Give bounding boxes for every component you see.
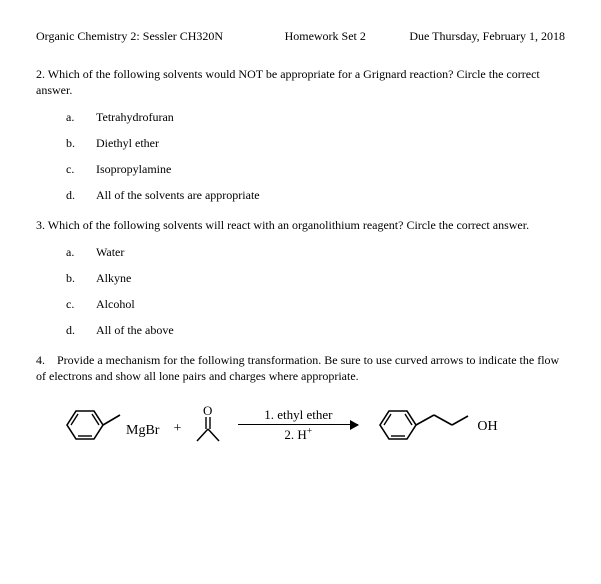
- q4: 4. Provide a mechanism for the following…: [36, 352, 565, 446]
- phenethanol-icon: [371, 403, 479, 447]
- condition-1: 1. ethyl ether: [264, 406, 332, 424]
- q2-prompt: 2. Which of the following solvents would…: [36, 66, 565, 98]
- choice-letter: d.: [66, 187, 96, 203]
- mgbr-label: MgBr: [126, 422, 159, 441]
- q3-choice-b: b. Alkyne: [66, 270, 565, 286]
- product-alcohol: OH: [371, 403, 499, 447]
- benzyl-grignard: MgBr: [58, 403, 163, 447]
- q2-choice-d: d. All of the solvents are appropriate: [66, 187, 565, 203]
- choice-text: Isopropylamine: [96, 161, 171, 177]
- homework-title: Homework Set 2: [285, 28, 366, 44]
- q4-prompt: 4. Provide a mechanism for the following…: [36, 352, 565, 384]
- choice-text: All of the above: [96, 322, 174, 338]
- arrow-line-icon: [238, 424, 358, 425]
- course-title: Organic Chemistry 2: Sessler CH320N: [36, 28, 223, 44]
- formaldehyde-icon: O: [191, 403, 225, 447]
- phenyl-ch2-icon: [58, 403, 130, 447]
- plus-sign: +: [173, 420, 181, 447]
- choice-letter: b.: [66, 135, 96, 151]
- choice-text: Alcohol: [96, 296, 135, 312]
- choice-text: Diethyl ether: [96, 135, 159, 151]
- svg-text:O: O: [203, 403, 212, 418]
- condition-2-sup: +: [307, 426, 313, 437]
- choice-letter: a.: [66, 244, 96, 260]
- q2-choices: a. Tetrahydrofuran b. Diethyl ether c. I…: [66, 109, 565, 204]
- choice-letter: c.: [66, 296, 96, 312]
- choice-letter: b.: [66, 270, 96, 286]
- choice-text: Alkyne: [96, 270, 131, 286]
- q2-choice-c: c. Isopropylamine: [66, 161, 565, 177]
- q3-choices: a. Water b. Alkyne c. Alcohol d. All of …: [66, 244, 565, 339]
- q3-choice-a: a. Water: [66, 244, 565, 260]
- q2-choice-b: b. Diethyl ether: [66, 135, 565, 151]
- choice-text: All of the solvents are appropriate: [96, 187, 260, 203]
- choice-letter: c.: [66, 161, 96, 177]
- q3-prompt: 3. Which of the following solvents will …: [36, 217, 565, 233]
- q3-choice-c: c. Alcohol: [66, 296, 565, 312]
- reaction-scheme: MgBr + O 1. ethyl ether: [58, 403, 565, 447]
- choice-letter: a.: [66, 109, 96, 125]
- q2-choice-a: a. Tetrahydrofuran: [66, 109, 565, 125]
- q3-choice-d: d. All of the above: [66, 322, 565, 338]
- condition-2-prefix: 2. H: [284, 427, 306, 442]
- condition-2: 2. H+: [284, 426, 312, 444]
- header: Organic Chemistry 2: Sessler CH320N Home…: [36, 28, 565, 44]
- reaction-arrow: 1. ethyl ether 2. H+: [233, 406, 363, 444]
- choice-text: Water: [96, 244, 124, 260]
- oh-label: OH: [477, 418, 497, 437]
- formaldehyde: O: [191, 403, 225, 447]
- choice-letter: d.: [66, 322, 96, 338]
- due-date: Due Thursday, February 1, 2018: [409, 28, 565, 44]
- choice-text: Tetrahydrofuran: [96, 109, 174, 125]
- page: Organic Chemistry 2: Sessler CH320N Home…: [0, 0, 601, 467]
